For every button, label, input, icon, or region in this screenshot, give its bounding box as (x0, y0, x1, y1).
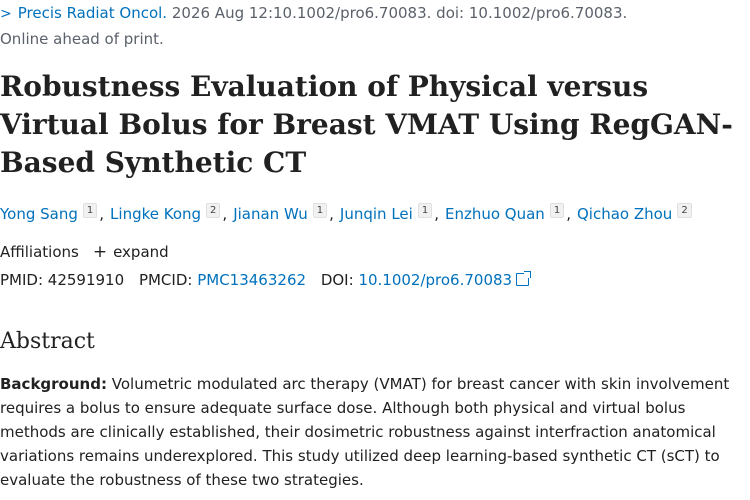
affiliation-badge[interactable]: 1 (312, 203, 328, 218)
author-list: Yong Sang 1, Lingke Kong 2, Jianan Wu 1, Junqi… (0, 203, 694, 223)
affiliation-badge[interactable]: 2 (677, 203, 692, 218)
background-text: Volumetric modulated arc therapy (VMAT) … (0, 375, 730, 489)
external-link-icon (516, 271, 532, 286)
publication-status: Online ahead of print. (0, 30, 164, 48)
doi-value: 10.1002/pro6.70083 (358, 271, 513, 289)
author-separator: , (566, 205, 571, 223)
affiliations-expand-button[interactable]: + expand (79, 242, 169, 262)
journal-link[interactable]: Precis Radiat Oncol. (17, 4, 168, 22)
affiliations-label: Affiliations (0, 243, 79, 261)
author-separator: , (434, 205, 439, 223)
pmid-label: PMID: (0, 271, 44, 289)
abstract-heading: Abstract (0, 329, 95, 354)
affiliations-row: Affiliations + expand (0, 242, 169, 262)
author-link[interactable]: Junqin Lei (339, 205, 413, 223)
chevron-right-icon[interactable]: > (0, 6, 12, 22)
pmid-value: 42591910 (47, 271, 125, 289)
pmcid-label: PMCID: (138, 271, 193, 289)
author-separator: , (99, 205, 105, 223)
affiliation-badge[interactable]: 1 (549, 203, 565, 218)
identifiers-row: PMID: 42591910 PMCID: PMC13463262 DOI: 1… (0, 271, 532, 289)
abstract-background: Background: Volumetric modulated arc the… (0, 372, 742, 492)
author-link[interactable]: Jianan Wu (233, 205, 308, 223)
pmcid-link[interactable]: PMC13463262 (197, 271, 307, 289)
author-separator: , (329, 205, 334, 223)
citation-details: 2026 Aug 12:10.1002/pro6.70083. doi: 10.… (171, 4, 628, 22)
affiliation-badge[interactable]: 2 (206, 203, 221, 218)
citation-line: > Precis Radiat Oncol. 2026 Aug 12:10.100… (0, 4, 627, 22)
author-separator: , (222, 205, 228, 223)
author-link[interactable]: Lingke Kong (110, 205, 202, 223)
expand-label: expand (113, 243, 169, 261)
affiliation-badge[interactable]: 1 (82, 203, 98, 218)
affiliation-badge[interactable]: 1 (417, 203, 433, 218)
author-link[interactable]: Enzhuo Quan (444, 205, 545, 223)
doi-label: DOI: (320, 271, 354, 289)
plus-icon: + (92, 242, 108, 262)
doi-link[interactable]: 10.1002/pro6.70083 (358, 271, 532, 289)
author-link[interactable]: Qichao Zhou (576, 205, 673, 223)
author-link[interactable]: Yong Sang (0, 205, 78, 223)
background-label: Background: (0, 375, 107, 393)
article-title: Robustness Evaluation of Physical versus… (0, 70, 733, 179)
